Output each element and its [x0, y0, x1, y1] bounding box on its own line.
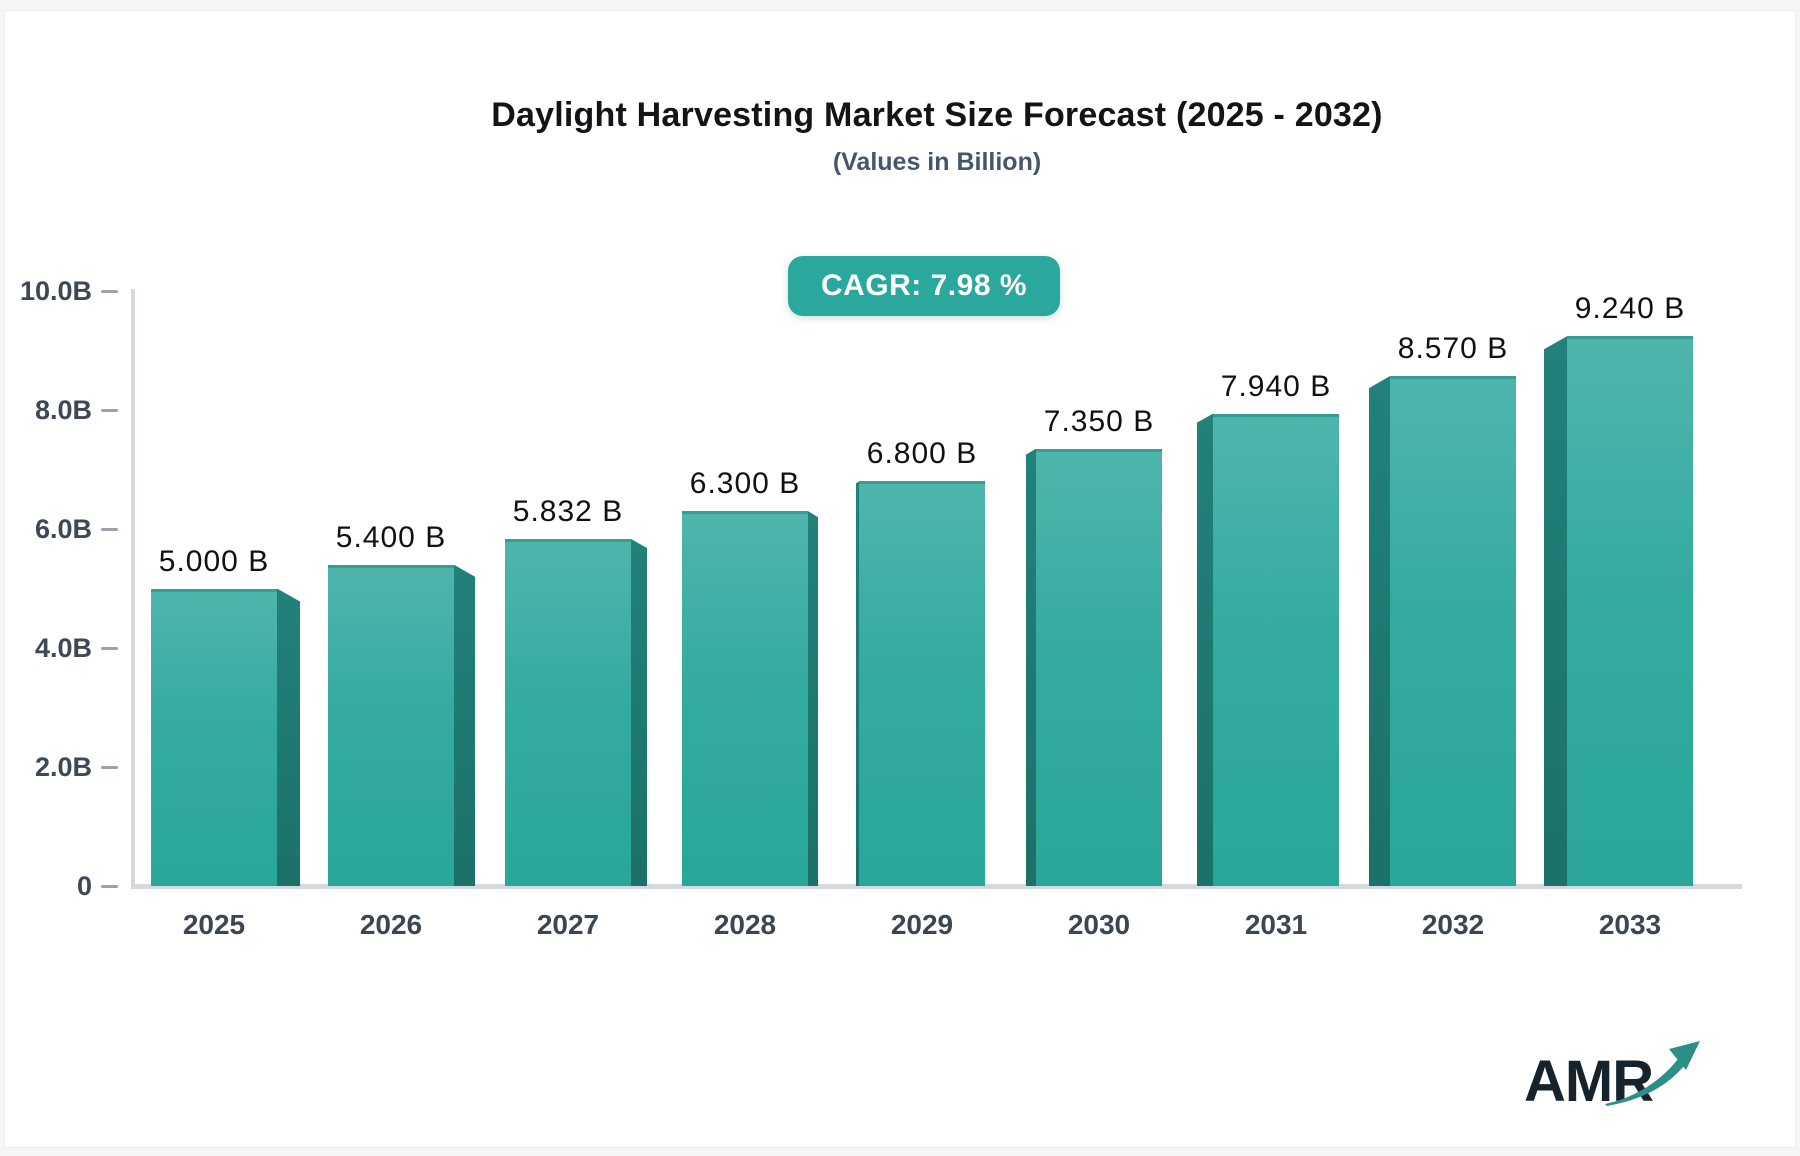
bar-side-face	[1026, 448, 1036, 886]
bar-side-face	[631, 538, 647, 886]
bar-value-label: 6.800 B	[866, 437, 978, 471]
y-axis-line	[131, 289, 135, 886]
x-axis-label: 2028	[713, 909, 777, 940]
bar-side-face	[1197, 413, 1213, 886]
x-axis-label: 2030	[1067, 909, 1131, 940]
x-axis-label: 2033	[1598, 909, 1662, 940]
bar-front-face	[1036, 448, 1162, 886]
y-tick-mark	[101, 647, 118, 650]
y-tick-label: 4.0B	[34, 633, 92, 663]
x-axis-label: 2025	[182, 909, 246, 940]
bar-front-face	[682, 511, 808, 886]
bar-side-face	[808, 511, 818, 886]
bar-front-face	[859, 481, 985, 886]
bar-value-label: 5.400 B	[335, 520, 447, 554]
x-axis-label: 2029	[890, 909, 954, 940]
y-tick-label: 8.0B	[34, 395, 92, 425]
amr-logo: AMR	[1524, 1049, 1654, 1114]
x-axis-label: 2026	[359, 909, 423, 940]
bar-front-face	[1213, 413, 1339, 886]
y-tick-mark	[101, 409, 118, 412]
cagr-badge: CAGR: 7.98 %	[788, 256, 1060, 316]
chart-subtitle: (Values in Billion)	[832, 148, 1042, 176]
y-tick-mark	[101, 528, 118, 531]
y-tick-mark	[101, 885, 118, 888]
bar-value-label: 7.350 B	[1043, 404, 1155, 438]
bar-value-label: 6.300 B	[689, 467, 801, 501]
y-tick-label: 2.0B	[34, 752, 92, 782]
x-axis-label: 2032	[1421, 909, 1485, 940]
y-tick-mark	[101, 290, 118, 293]
bar-front-face	[151, 588, 277, 886]
x-axis-label: 2027	[536, 909, 600, 940]
y-tick-label: 0	[76, 871, 92, 901]
bar-value-label: 7.940 B	[1220, 369, 1332, 403]
chart-title: Daylight Harvesting Market Size Forecast…	[491, 96, 1383, 134]
y-tick-label: 6.0B	[34, 514, 92, 544]
bar-side-face	[1544, 336, 1567, 886]
x-axis-line	[131, 884, 1742, 889]
bar-side-face	[856, 481, 859, 886]
bar-front-face	[1567, 336, 1693, 886]
bar-value-label: 5.000 B	[158, 544, 270, 578]
bar-side-face	[454, 564, 475, 886]
growth-arrow-icon	[1605, 1041, 1700, 1106]
bar-front-face	[328, 564, 454, 886]
bar-side-face	[277, 588, 300, 886]
bar-value-label: 9.240 B	[1574, 292, 1686, 326]
y-tick-label: 10.0B	[19, 276, 92, 306]
y-tick-mark	[101, 766, 118, 769]
bar-front-face	[1390, 376, 1516, 886]
cagr-badge-label: CAGR: 7.98 %	[820, 269, 1028, 302]
bar-value-label: 8.570 B	[1397, 332, 1509, 366]
bar-front-face	[505, 538, 631, 886]
x-axis-label: 2031	[1244, 909, 1308, 940]
bar-side-face	[1369, 376, 1390, 886]
bar-value-label: 5.832 B	[512, 494, 624, 528]
